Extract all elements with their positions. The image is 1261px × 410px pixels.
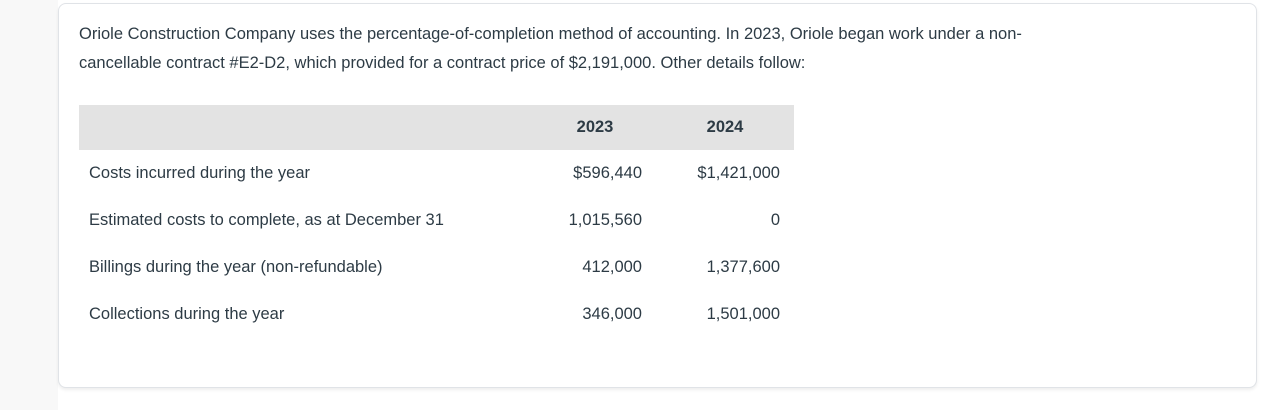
details-table: 2023 2024 Costs incurred during the year… bbox=[79, 105, 794, 338]
left-gutter bbox=[0, 0, 58, 410]
value-2023: 412,000 bbox=[582, 258, 642, 276]
row-label: Estimated costs to complete, as at Decem… bbox=[89, 211, 444, 229]
table-row: Costs incurred during the year $596,440 … bbox=[79, 150, 794, 197]
question-text: Oriole Construction Company uses the per… bbox=[59, 4, 1256, 78]
col-header-2024: 2024 bbox=[706, 118, 744, 136]
value-2023: $596,440 bbox=[573, 164, 642, 182]
value-2023: 346,000 bbox=[582, 305, 642, 323]
value-2024: 0 bbox=[770, 211, 780, 229]
table-row: Collections during the year 346,000 1,50… bbox=[79, 291, 794, 338]
row-label: Costs incurred during the year bbox=[89, 164, 311, 182]
question-card: Oriole Construction Company uses the per… bbox=[58, 3, 1257, 388]
value-2024: 1,501,000 bbox=[706, 305, 780, 323]
question-text-line1: Oriole Construction Company uses the per… bbox=[79, 25, 1022, 43]
table-header-row: 2023 2024 bbox=[79, 105, 794, 150]
value-2023: 1,015,560 bbox=[568, 211, 642, 229]
col-header-2023: 2023 bbox=[576, 118, 614, 136]
row-label: Billings during the year (non-refundable… bbox=[89, 258, 383, 276]
value-2024: 1,377,600 bbox=[706, 258, 780, 276]
table-row: Estimated costs to complete, as at Decem… bbox=[79, 197, 794, 244]
row-label: Collections during the year bbox=[89, 305, 285, 323]
table-row: Billings during the year (non-refundable… bbox=[79, 244, 794, 291]
value-2024: $1,421,000 bbox=[697, 164, 780, 182]
question-text-line2: cancellable contract #E2-D2, which provi… bbox=[79, 54, 806, 72]
